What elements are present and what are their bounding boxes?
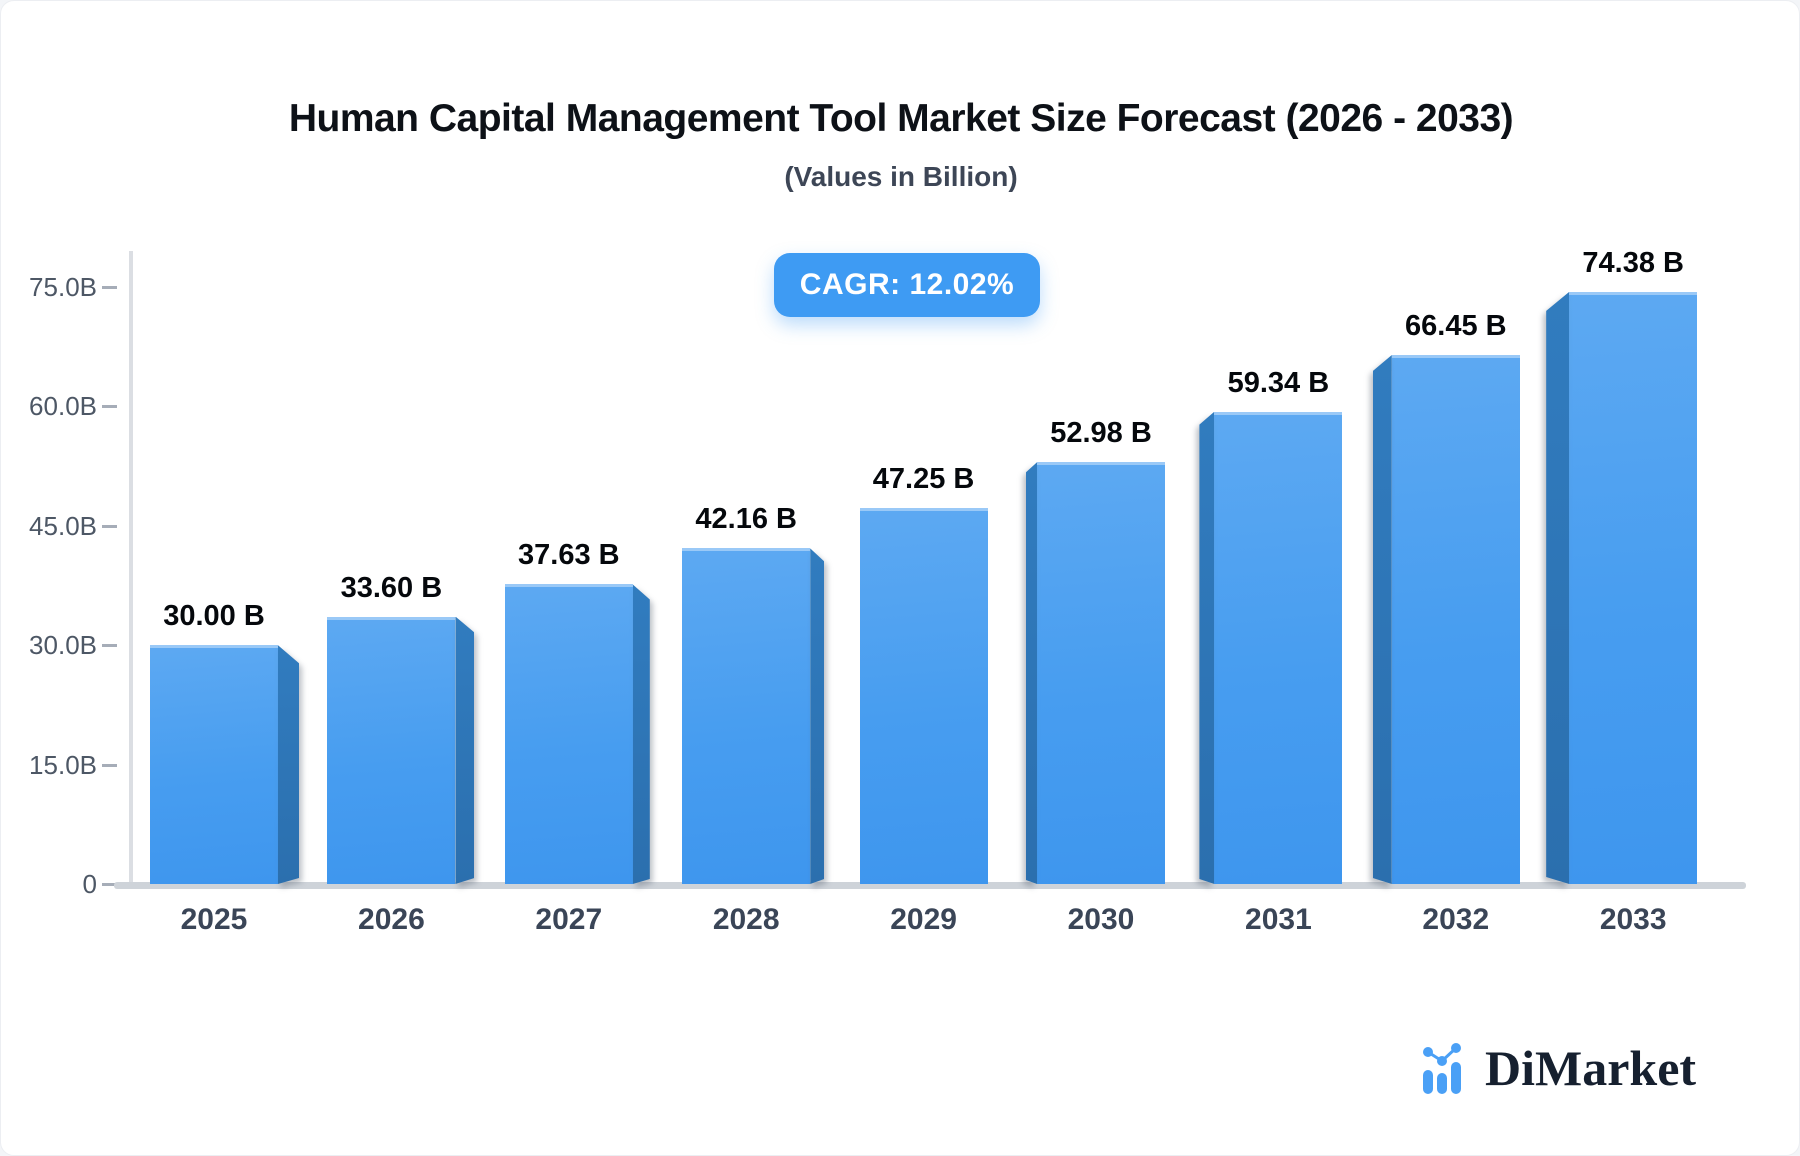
bar <box>504 584 633 884</box>
cagr-badge: CAGR: 12.02% <box>774 253 1040 317</box>
bar-side-panel <box>633 584 650 884</box>
y-axis-line <box>129 251 133 886</box>
x-tick-label: 2033 <box>1599 903 1667 936</box>
y-tick-label: 15.0B <box>29 749 97 780</box>
bar-side-panel <box>455 617 474 884</box>
y-tick-label: 0 <box>82 869 97 899</box>
bar <box>150 645 278 884</box>
bar-value-label: 66.45 B <box>1405 310 1507 343</box>
dimarket-logo-text: DiMarket <box>1485 1040 1697 1096</box>
bar <box>682 548 811 884</box>
bar-side-face <box>810 548 824 884</box>
x-tick-label: 2027 <box>535 903 603 936</box>
bar-side-panel <box>1199 412 1214 884</box>
x-axis-baseline <box>114 882 1746 889</box>
bar-side-panel <box>810 548 824 884</box>
bar-side-face <box>278 645 299 884</box>
y-tick-label: 60.0B <box>29 391 97 422</box>
bar-value-label: 30.00 B <box>163 600 265 633</box>
chart-subtitle: (Values in Billion) <box>784 161 1018 192</box>
bar-side-face <box>633 584 650 884</box>
y-tick-label: 75.0B <box>29 272 97 302</box>
bar-side-panel <box>278 645 299 884</box>
bar-side-face <box>1199 412 1214 884</box>
y-tick <box>102 883 117 886</box>
x-tick-label: 2028 <box>712 903 780 936</box>
y-tick-label: 45.0B <box>29 510 97 541</box>
x-tick-label: 2025 <box>180 903 248 936</box>
bar <box>1391 355 1520 884</box>
bar-side-face <box>1373 355 1392 884</box>
x-tick-label: 2032 <box>1422 903 1490 936</box>
y-tick <box>102 286 117 289</box>
bar-value-label: 37.63 B <box>518 539 620 572</box>
bar <box>859 507 988 884</box>
y-tick <box>102 405 117 409</box>
bar-value-label: 59.34 B <box>1227 366 1330 399</box>
bar-side-face <box>1026 462 1037 884</box>
bar-value-label: 47.25 B <box>872 462 975 495</box>
bar-side-panel <box>1546 292 1569 884</box>
y-tick <box>102 644 117 648</box>
bar-value-label: 74.38 B <box>1582 246 1684 279</box>
y-tick-label: 30.0B <box>29 630 97 661</box>
bar <box>1214 411 1343 884</box>
x-tick-label: 2026 <box>358 903 425 936</box>
dimarket-logo-icon <box>1423 1043 1461 1094</box>
bar-value-label: 52.98 B <box>1050 417 1152 450</box>
bar-side-face <box>455 617 474 884</box>
x-tick-label: 2031 <box>1245 903 1312 936</box>
bar-side-face <box>1546 292 1569 884</box>
y-tick <box>102 763 117 767</box>
bar-side-panel <box>1373 355 1392 884</box>
dimarket-logo: DiMarket <box>1421 1039 1696 1097</box>
bar-value-label: 42.16 B <box>695 503 797 536</box>
bar <box>327 616 456 884</box>
bar <box>1569 291 1698 884</box>
bar <box>1037 462 1165 884</box>
bar-side-panel <box>1026 462 1037 884</box>
x-tick-label: 2030 <box>1067 903 1135 936</box>
chart-title: Human Capital Management Tool Market Siz… <box>288 97 1514 140</box>
bar-value-label: 33.60 B <box>340 571 443 604</box>
x-tick-label: 2029 <box>890 903 957 936</box>
y-tick <box>102 524 117 528</box>
